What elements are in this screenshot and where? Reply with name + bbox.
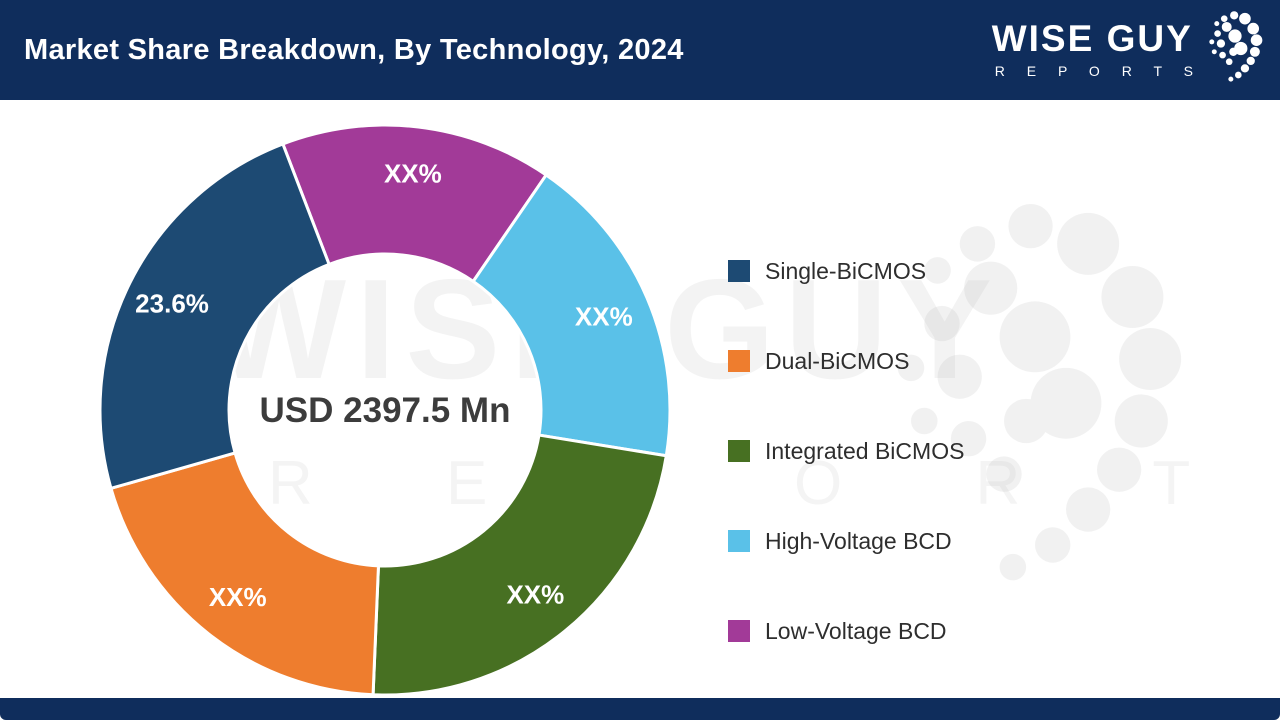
watermark-subtitle: R E P O R T S [268, 449, 1280, 518]
legend-label: High-Voltage BCD [765, 527, 952, 554]
donut-segment-single-bicmos [98, 142, 331, 490]
segment-label-high-voltage-bcd: XX% [575, 301, 633, 331]
legend-swatch-low-voltage-bcd [728, 620, 750, 642]
legend-label: Integrated BiCMOS [765, 437, 965, 464]
legend-swatch-single-bicmos [728, 260, 750, 282]
legend-swatch-high-voltage-bcd [728, 530, 750, 552]
donut-segment-integrated-bicmos [371, 433, 668, 697]
wiseguy-logo: WISE GUY R E P O R T S [992, 6, 1264, 84]
logo-subtitle: R E P O R T S [994, 63, 1202, 79]
legend-label: Dual-BiCMOS [765, 347, 910, 374]
legend-swatch-integrated-bicmos [728, 440, 750, 462]
logo-wordmark: WISE GUY [991, 18, 1193, 59]
donut-center-value: USD 2397.5 Mn [260, 391, 511, 430]
legend-label: Low-Voltage BCD [765, 617, 947, 644]
donut-segment-high-voltage-bcd [471, 173, 672, 458]
header-bar: Market Share Breakdown, By Technology, 2… [0, 0, 1280, 100]
watermark-head-icon [897, 204, 1182, 581]
footer-bar [0, 698, 1280, 720]
segment-label-integrated-bicmos: XX% [506, 579, 564, 609]
donut-segment-low-voltage-bcd [281, 123, 548, 283]
legend-swatch-dual-bicmos [728, 350, 750, 372]
legend-label: Single-BiCMOS [765, 257, 927, 284]
segment-label-dual-bicmos: XX% [209, 582, 267, 612]
chart-legend: Single-BiCMOS Dual-BiCMOS Integrated BiCMO… [728, 256, 964, 646]
legend-item-integrated-bicmos: Integrated BiCMOS [728, 436, 964, 466]
segment-label-low-voltage-bcd: XX% [384, 159, 442, 189]
donut-segment-dual-bicmos [109, 451, 380, 697]
wiseguy-logo-text: WISE GUY R E P O R T S [992, 20, 1202, 79]
page-title: Market Share Breakdown, By Technology, 2… [24, 33, 684, 66]
legend-item-low-voltage-bcd: Low-Voltage BCD [728, 616, 964, 646]
wiseguy-head-icon [1209, 11, 1263, 82]
donut-chart: XX% XX% XX% XX% 23.6% USD 2397.5 Mn [98, 123, 672, 697]
legend-item-single-bicmos: Single-BiCMOS [728, 256, 964, 286]
segment-label-single-bicmos: 23.6% [135, 289, 209, 319]
legend-item-dual-bicmos: Dual-BiCMOS [728, 346, 964, 376]
legend-item-high-voltage-bcd: High-Voltage BCD [728, 526, 964, 556]
